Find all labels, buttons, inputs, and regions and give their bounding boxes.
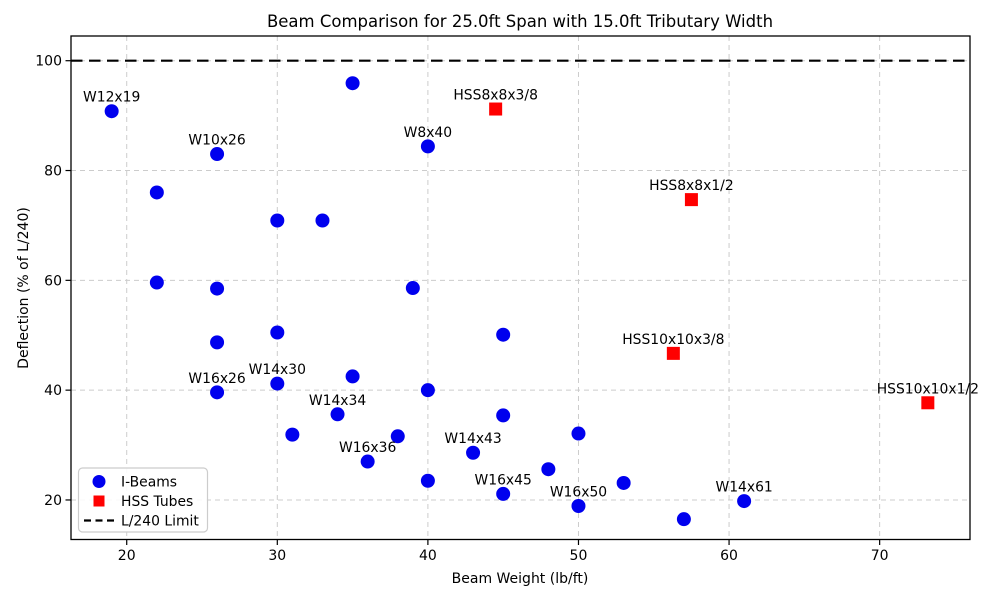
data-point-hss	[489, 102, 503, 116]
legend-ibeam-marker	[92, 475, 106, 488]
legend-box	[77, 467, 209, 533]
x-tick-label: 30	[268, 548, 286, 564]
data-point-ibeam	[541, 462, 556, 477]
x-tick-label: 20	[118, 548, 136, 564]
point-label: W16x45	[475, 472, 532, 488]
point-label: HSS10x10x1/2	[877, 381, 979, 397]
point-label: W14x34	[309, 393, 366, 409]
point-label: W14x43	[444, 431, 501, 447]
point-label: HSS8x8x3/8	[453, 88, 538, 104]
data-point-ibeam	[210, 281, 225, 296]
data-point-ibeam	[390, 429, 405, 444]
data-point-ibeam	[149, 185, 164, 200]
data-point-ibeam	[420, 383, 435, 398]
data-point-ibeam	[149, 275, 164, 290]
data-point-ibeam	[466, 445, 481, 460]
data-point-ibeam	[676, 512, 691, 527]
data-point-ibeam	[270, 325, 285, 340]
point-label: W14x30	[249, 362, 306, 378]
data-point-ibeam	[315, 213, 330, 228]
x-tick-label: 50	[570, 548, 588, 564]
y-tick-label: 60	[44, 273, 62, 289]
legend-limit-label: L/240 Limit	[121, 514, 199, 530]
data-point-ibeam	[210, 385, 225, 400]
data-point-ibeam	[571, 426, 586, 441]
data-point-ibeam	[496, 486, 511, 501]
chart-title: Beam Comparison for 25.0ft Span with 15.…	[267, 12, 773, 31]
legend-ibeam-label: I-Beams	[121, 475, 177, 491]
y-tick-label: 80	[44, 164, 62, 180]
data-point-ibeam	[104, 104, 119, 119]
data-point-hss	[666, 346, 680, 360]
data-point-hss	[921, 396, 935, 410]
data-point-ibeam	[360, 454, 375, 469]
data-point-ibeam	[405, 281, 420, 296]
axis-ticks: 20 30 40 50 60 70 20 40 60 80 100	[35, 54, 888, 564]
x-tick-label: 70	[871, 548, 889, 564]
x-tick-label: 60	[720, 548, 738, 564]
data-point-ibeam	[285, 427, 300, 442]
data-point-ibeam	[210, 335, 225, 350]
data-point-ibeam	[496, 408, 511, 423]
data-point-hss	[684, 193, 698, 207]
x-axis-label: Beam Weight (lb/ft)	[452, 571, 589, 587]
legend-hss-marker	[93, 495, 105, 507]
gridlines	[71, 36, 970, 540]
y-tick-label: 100	[35, 54, 62, 70]
point-label: W16x26	[188, 371, 245, 387]
point-label: W12x19	[83, 90, 140, 106]
point-label: HSS8x8x1/2	[649, 178, 734, 194]
data-point-ibeam	[616, 475, 631, 490]
data-point-ibeam	[330, 407, 345, 422]
point-label: HSS10x10x3/8	[622, 332, 724, 348]
legend: I-Beams HSS Tubes L/240 Limit	[77, 467, 209, 533]
data-point-ibeam	[420, 473, 435, 488]
plot-border	[70, 35, 971, 541]
data-point-ibeam	[270, 213, 285, 228]
data-point-ibeam	[737, 494, 752, 509]
data-point-ibeam	[571, 499, 586, 514]
data-point-ibeam	[210, 147, 225, 162]
x-tick-label: 40	[419, 548, 437, 564]
data-points	[104, 76, 935, 527]
data-point-ibeam	[496, 327, 511, 342]
point-label: W10x26	[188, 133, 245, 149]
y-axis-label: Deflection (% of L/240)	[16, 207, 32, 369]
data-point-ibeam	[270, 376, 285, 391]
legend-hss-label: HSS Tubes	[121, 494, 193, 510]
y-tick-label: 20	[44, 493, 62, 509]
data-point-ibeam	[345, 76, 360, 91]
point-label: W14x61	[715, 480, 772, 496]
data-point-ibeam	[420, 139, 435, 154]
point-label: W16x50	[550, 485, 607, 501]
point-label: W8x40	[404, 125, 452, 141]
point-label: W16x36	[339, 440, 396, 456]
data-point-ibeam	[345, 369, 360, 384]
y-tick-label: 40	[44, 383, 62, 399]
